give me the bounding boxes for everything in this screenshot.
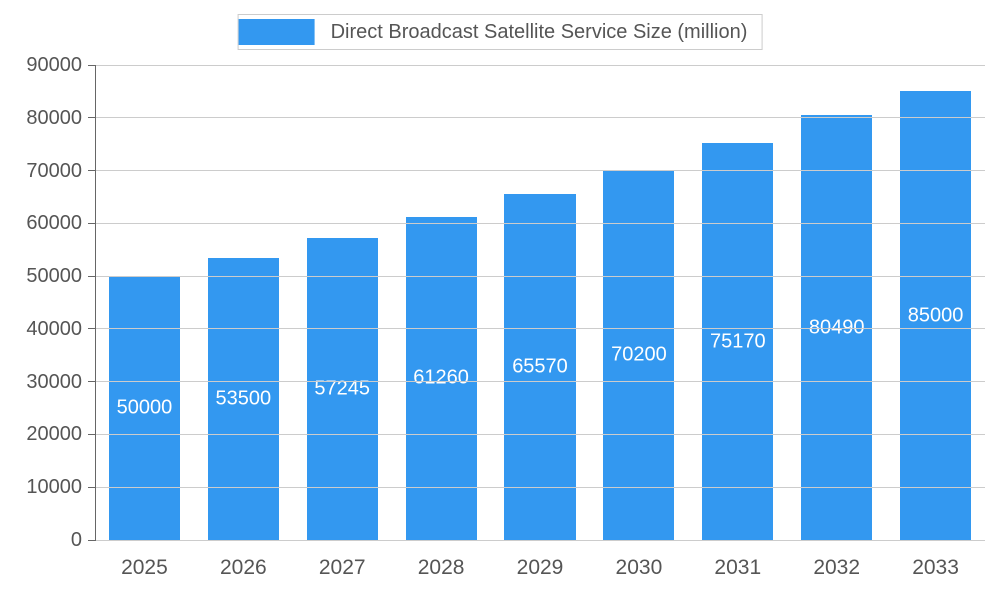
bar-value-label: 61260 bbox=[413, 366, 469, 389]
gridline bbox=[95, 433, 985, 435]
y-axis-tick bbox=[88, 539, 95, 541]
x-axis-tick-label: 2026 bbox=[219, 556, 267, 579]
bar[interactable]: 70200 bbox=[603, 169, 675, 540]
x-axis-tick-label: 2030 bbox=[615, 556, 663, 579]
y-axis-tick bbox=[88, 64, 95, 66]
x-axis-tick-label: 2031 bbox=[714, 556, 762, 579]
gridline bbox=[95, 275, 985, 277]
x-axis-labels: 2025 2026 2027 2028 2029 2030 2031 2032 2033 bbox=[95, 548, 985, 580]
bar-value-label: 50000 bbox=[116, 396, 173, 419]
y-axis-tick-label: 90000 bbox=[26, 54, 82, 76]
gridline bbox=[95, 117, 985, 119]
bar-band: 85000 bbox=[886, 65, 985, 540]
y-axis-tick bbox=[88, 486, 95, 488]
bar-value-label: 70200 bbox=[611, 343, 667, 366]
bar-band: 50000 bbox=[95, 65, 194, 540]
bar-band: 57245 bbox=[293, 65, 392, 540]
bar-value-label: 65570 bbox=[512, 355, 568, 378]
bar[interactable]: 57245 bbox=[306, 237, 378, 540]
y-axis-tick-label: 60000 bbox=[26, 212, 82, 235]
y-axis-tick bbox=[88, 222, 95, 224]
bar-value-label: 53500 bbox=[215, 387, 272, 410]
bar[interactable]: 50000 bbox=[108, 276, 181, 540]
y-axis-tick-label: 40000 bbox=[26, 317, 82, 340]
y-axis-tick bbox=[88, 275, 95, 277]
chart-legend[interactable]: Direct Broadcast Satellite Service Size … bbox=[237, 14, 763, 50]
y-axis-labels: 0 10000 20000 30000 40000 50000 60000 70000 8000… bbox=[0, 55, 82, 550]
gridline bbox=[95, 170, 985, 172]
bar[interactable]: 80490 bbox=[801, 115, 873, 540]
bar-value-label: 80490 bbox=[808, 316, 865, 339]
gridline bbox=[95, 328, 985, 330]
bar-value-label: 75170 bbox=[709, 330, 766, 353]
bar[interactable]: 53500 bbox=[207, 257, 279, 540]
bar-band: 70200 bbox=[589, 65, 688, 540]
x-axis-tick-label: 2025 bbox=[121, 556, 168, 579]
y-axis-tick-label: 70000 bbox=[26, 159, 82, 182]
plot-area: 50000 53500 57245 61260 65570 70200 75170 80490… bbox=[95, 64, 985, 541]
bar[interactable]: 75170 bbox=[702, 143, 774, 540]
bar[interactable]: 61260 bbox=[405, 216, 477, 540]
bar-band: 65570 bbox=[491, 65, 590, 540]
y-axis-tick-label: 50000 bbox=[26, 265, 82, 288]
bar-band: 80490 bbox=[787, 65, 886, 540]
bar-band: 61260 bbox=[392, 65, 491, 540]
x-axis-tick-label: 2033 bbox=[912, 556, 959, 579]
y-axis-tick bbox=[88, 170, 95, 172]
x-axis-tick-label: 2032 bbox=[813, 556, 861, 579]
bar-value-label: 57245 bbox=[314, 377, 371, 400]
y-axis-tick-label: 0 bbox=[70, 529, 82, 551]
y-axis-tick-label: 80000 bbox=[26, 106, 82, 129]
y-axis-tick bbox=[88, 433, 95, 435]
bar[interactable]: 85000 bbox=[899, 91, 972, 540]
x-axis-tick-label: 2028 bbox=[417, 556, 465, 579]
gridline bbox=[95, 486, 985, 488]
y-axis-tick bbox=[88, 117, 95, 119]
bar-band: 53500 bbox=[194, 65, 293, 540]
bar[interactable]: 65570 bbox=[504, 193, 576, 540]
bar-band: 75170 bbox=[688, 65, 787, 540]
y-axis-tick bbox=[88, 328, 95, 330]
y-axis-line bbox=[88, 64, 96, 541]
gridline bbox=[95, 222, 985, 224]
y-axis-tick-label: 30000 bbox=[26, 370, 82, 393]
legend-label: Direct Broadcast Satellite Service Size … bbox=[330, 20, 748, 43]
bars-container: 50000 53500 57245 61260 65570 70200 75170 80490… bbox=[95, 65, 985, 540]
y-axis-tick bbox=[88, 381, 95, 383]
y-axis-tick-label: 10000 bbox=[26, 476, 82, 499]
x-axis-tick-label: 2027 bbox=[318, 556, 366, 579]
y-axis-tick-label: 20000 bbox=[26, 423, 82, 446]
gridline bbox=[95, 539, 985, 541]
legend-swatch bbox=[238, 19, 315, 45]
gridline bbox=[95, 64, 985, 66]
bar-value-label: 85000 bbox=[907, 304, 964, 327]
gridline bbox=[95, 381, 985, 383]
x-axis-tick-label: 2029 bbox=[516, 556, 564, 579]
